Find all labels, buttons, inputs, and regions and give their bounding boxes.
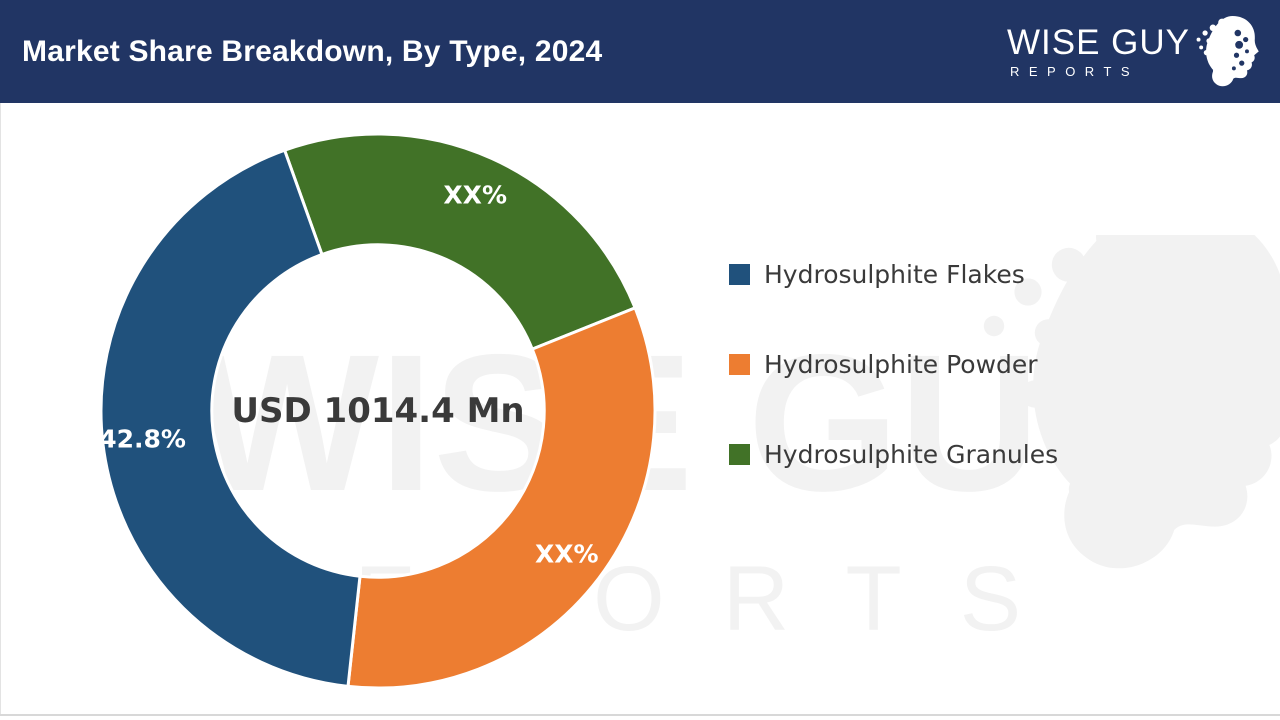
legend-label: Hydrosulphite Flakes [764, 259, 1025, 289]
pie-slice-hydrosulphite-powder [346, 306, 657, 690]
legend-swatch [729, 263, 750, 285]
donut-chart: XX% XX% 42.8% USD 1014.4 Mn [98, 131, 658, 691]
pie-slice-hydrosulphite-flakes [99, 148, 362, 688]
legend-swatch [729, 443, 750, 465]
legend-item: Hydrosulphite Powder [729, 346, 1058, 382]
slice-label: XX% [443, 180, 507, 209]
brand-logo: WISE GUY REPORTS [1007, 8, 1264, 96]
brand-subtitle: REPORTS [1009, 64, 1140, 79]
face-icon [1196, 16, 1259, 87]
slice-label: 42.8% [99, 424, 186, 453]
header-bar: Market Share Breakdown, By Type, 2024 WI… [0, 0, 1280, 103]
slice-label: XX% [535, 540, 599, 569]
donut-svg: XX% XX% 42.8% [99, 132, 657, 690]
legend-swatch [729, 353, 750, 375]
legend-item: Hydrosulphite Granules [729, 436, 1058, 472]
legend-label: Hydrosulphite Granules [764, 439, 1059, 469]
legend: Hydrosulphite Flakes Hydrosulphite Powder… [729, 256, 1058, 526]
legend-item: Hydrosulphite Flakes [729, 256, 1058, 292]
brand-name: WISE GUY [1006, 23, 1190, 62]
page-title: Market Share Breakdown, By Type, 2024 [22, 34, 603, 68]
bottom-divider [0, 714, 1280, 716]
legend-label: Hydrosulphite Powder [764, 349, 1038, 379]
pie-slice-hydrosulphite-granules [283, 132, 637, 351]
brand-wordmark: WISE GUY REPORTS [1007, 25, 1190, 79]
